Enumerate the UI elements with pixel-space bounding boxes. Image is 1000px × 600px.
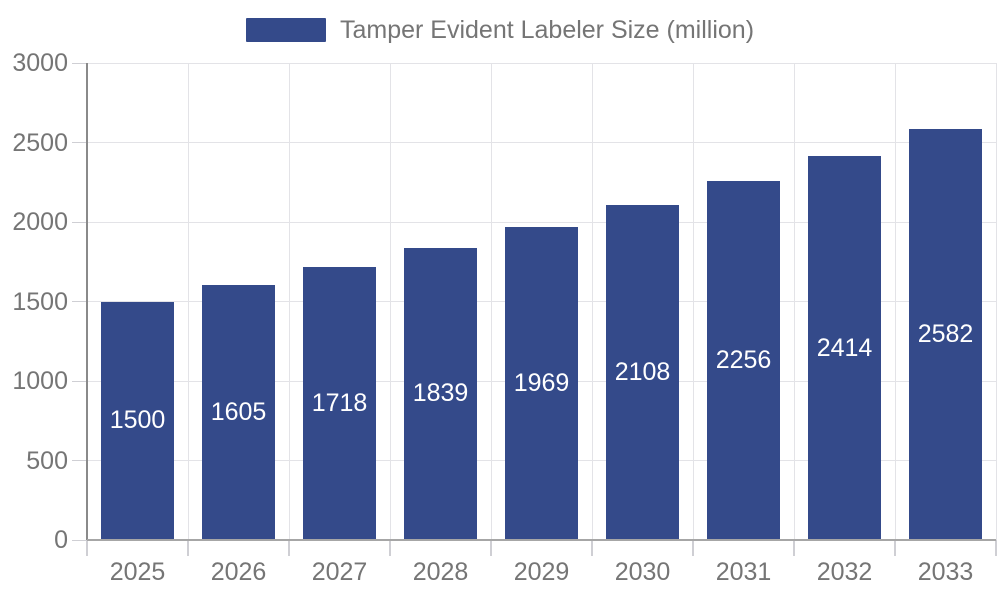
y-tick-label: 2000: [12, 208, 68, 236]
y-axis-tick: [72, 301, 87, 302]
y-axis-tick: [72, 221, 87, 223]
gridline-v: [591, 63, 593, 540]
x-tick-label: 2032: [816, 558, 873, 586]
x-axis-tick: [591, 540, 593, 556]
bar-value-label: 2414: [816, 333, 873, 362]
x-axis-tick: [288, 540, 290, 556]
gridline-v: [490, 63, 492, 540]
gridline-v: [187, 63, 189, 540]
y-axis-tick: [72, 62, 87, 64]
x-tick-label: 2033: [917, 558, 974, 586]
bar[interactable]: 2582: [909, 129, 982, 540]
bar-value-label: 2582: [917, 320, 974, 349]
gridline-v: [389, 63, 391, 540]
bar-value-label: 1969: [513, 368, 570, 397]
y-axis-tick: [72, 380, 87, 382]
gridline-v: [793, 63, 795, 540]
x-axis-tick: [793, 540, 795, 556]
x-axis-tick: [86, 540, 88, 556]
gridline-v: [995, 63, 997, 540]
y-axis-tick: [72, 539, 87, 541]
y-tick-label: 0: [54, 526, 68, 554]
bar-value-label: 2256: [715, 346, 772, 375]
legend[interactable]: Tamper Evident Labeler Size (million): [0, 14, 1000, 46]
bar[interactable]: 2108: [606, 204, 679, 540]
y-axis-tick: [72, 460, 87, 461]
bar[interactable]: 1969: [505, 226, 578, 540]
legend-swatch: [245, 18, 326, 42]
y-axis-line: [86, 63, 88, 540]
gridline-h: [87, 142, 996, 143]
bar[interactable]: 1605: [202, 284, 275, 540]
y-tick-label: 1500: [12, 287, 68, 316]
x-tick-label: 2027: [311, 558, 368, 586]
bar[interactable]: 1839: [404, 247, 477, 540]
x-tick-label: 2026: [210, 558, 267, 586]
legend-label: Tamper Evident Labeler Size (million): [339, 15, 755, 44]
bar-value-label: 1500: [109, 406, 166, 435]
gridline-v: [288, 63, 290, 540]
x-tick-label: 2029: [513, 558, 570, 586]
x-axis-tick: [187, 540, 189, 556]
plot-area: 0 500 1000 1500 2000 2500 3000 1500 2025 1605 2026…: [12, 49, 997, 586]
gridline-h: [87, 221, 996, 223]
x-axis-tick: [389, 540, 391, 556]
bar-value-label: 1839: [412, 379, 469, 408]
gridline-h: [87, 62, 996, 64]
y-axis-tick: [72, 142, 87, 143]
x-tick-label: 2028: [412, 558, 469, 586]
bar-value-label: 1718: [311, 388, 368, 417]
x-tick-label: 2025: [109, 558, 166, 586]
gridline-v: [894, 63, 896, 540]
x-axis-tick: [490, 540, 492, 556]
y-tick-label: 2500: [12, 128, 68, 157]
y-tick-label: 500: [26, 446, 68, 475]
bar[interactable]: 2256: [707, 181, 780, 540]
y-tick-label: 3000: [12, 49, 68, 77]
y-tick-label: 1000: [12, 367, 68, 395]
x-axis-tick: [894, 540, 896, 556]
bar[interactable]: 1500: [101, 301, 174, 540]
bar-value-label: 2108: [614, 357, 671, 386]
x-axis-tick: [692, 540, 694, 556]
bar[interactable]: 2414: [808, 156, 881, 540]
x-tick-label: 2031: [715, 558, 772, 586]
x-tick-label: 2030: [614, 558, 671, 586]
bar-value-label: 1605: [210, 397, 267, 426]
x-axis-line: [87, 539, 996, 541]
bar[interactable]: 1718: [303, 266, 376, 540]
x-axis-tick: [995, 540, 997, 556]
gridline-v: [692, 63, 694, 540]
